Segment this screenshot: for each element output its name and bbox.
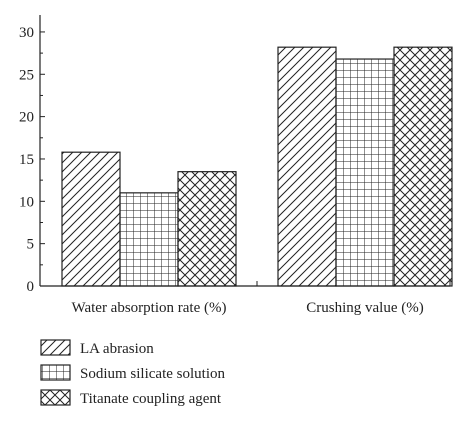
bar-2-water-absorption (119, 192, 179, 287)
x-axis-labels: Water absorption rate (%) Crushing value … (72, 300, 424, 316)
legend-swatch (40, 364, 71, 381)
y-tick-label: 0 (27, 279, 35, 295)
y-tick-label: 15 (19, 152, 34, 168)
legend-label: Sodium silicate solution (80, 366, 225, 382)
bar-2-crushing-value (335, 58, 395, 287)
y-tick-label: 20 (19, 110, 34, 126)
bars-group (61, 46, 453, 287)
bar-3-water-absorption (177, 171, 237, 287)
legend: LA abrasion Sodium silicate solution Titan… (40, 339, 225, 407)
y-axis-ticks: 0 5 10 15 20 25 30 (19, 25, 45, 295)
legend-label: LA abrasion (80, 341, 154, 357)
y-tick-label: 25 (19, 67, 34, 83)
bar-3-crushing-value (393, 46, 453, 287)
y-tick-label: 10 (19, 194, 34, 210)
bar-1-water-absorption (61, 151, 121, 287)
x-category-label: Water absorption rate (%) (72, 300, 227, 316)
legend-swatch (40, 389, 71, 406)
y-tick-label: 30 (19, 25, 34, 41)
x-category-label: Crushing value (%) (306, 300, 423, 316)
legend-swatch (40, 339, 71, 356)
y-tick-label: 5 (27, 237, 35, 253)
legend-label: Titanate coupling agent (80, 391, 222, 407)
bar-1-crushing-value (277, 46, 337, 287)
